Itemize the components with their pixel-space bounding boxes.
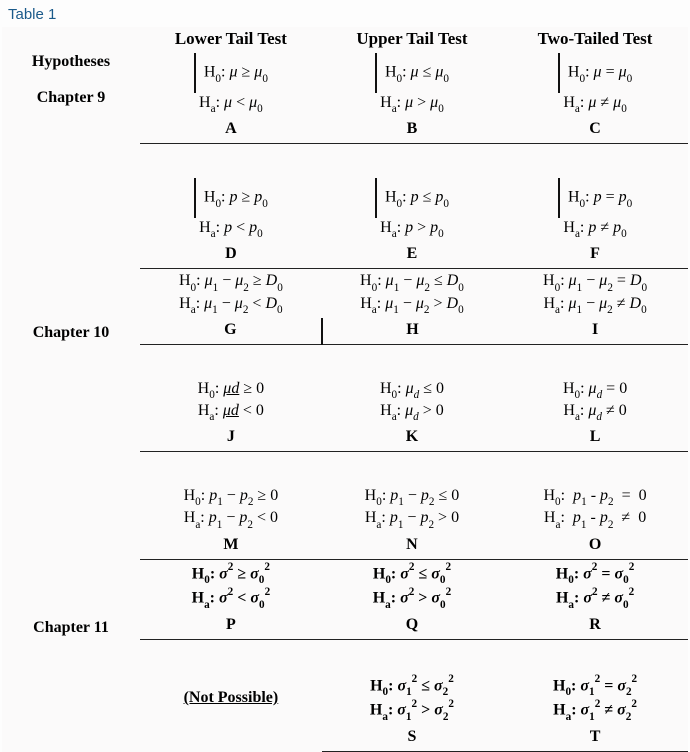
cell-mu-upper: H0: μ ≤ μ0 Ha: μ > μ0 bbox=[322, 51, 502, 117]
letter-C: C bbox=[502, 117, 688, 144]
group-mu-hypo: Hypotheses Chapter 9 H0: μ ≥ μ0 Ha: μ < … bbox=[2, 51, 688, 117]
cell-sigma2-upper: H0: σ2 ≤ σ02 Ha: σ2 > σ02 bbox=[322, 559, 502, 613]
cell-mudiff-upper: H0: μ1 − μ2 ≤ D0 Ha: μ1 − μ2 > D0 bbox=[322, 269, 502, 318]
label-empty bbox=[2, 377, 140, 452]
gap bbox=[2, 344, 688, 377]
cell-mu-lower: H0: μ ≥ μ0 Ha: μ < μ0 bbox=[140, 51, 322, 117]
cell-mud-upper: H0: μd ≤ 0 Ha: μd > 0 bbox=[322, 377, 502, 425]
group-pdiff-hypo: H0: p1 − p2 ≥ 0 Ha: p1 − p2 < 0 H0: p1 −… bbox=[2, 484, 688, 532]
not-possible-text: (Not Possible) bbox=[184, 689, 279, 706]
vbar-icon bbox=[375, 53, 377, 93]
vbar-icon bbox=[194, 53, 196, 93]
cell-sigmaR-lower: (Not Possible) bbox=[140, 672, 322, 725]
cell-pdiff-upper: H0: p1 − p2 ≤ 0 Ha: p1 − p2 > 0 bbox=[322, 484, 502, 532]
label-hypotheses-ch9: Hypotheses Chapter 9 bbox=[2, 51, 140, 144]
letter-D: D bbox=[140, 242, 322, 269]
cell-mud-two: H0: μd = 0 Ha: μd ≠ 0 bbox=[502, 377, 688, 425]
cell-p-lower: H0: p ≥ p0 Ha: p < p0 bbox=[140, 176, 322, 242]
col-two-head: Two-Tailed Test bbox=[502, 27, 688, 51]
cell-pdiff-two: H0: p1 - p2 = 0 Ha: p1 - p2 ≠ 0 bbox=[502, 484, 688, 532]
letter-Q: Q bbox=[322, 613, 502, 640]
vbar-icon bbox=[558, 178, 560, 218]
label-ch11: Chapter 11 bbox=[2, 559, 140, 639]
letter-G: G bbox=[140, 318, 322, 345]
header-spacer bbox=[2, 27, 140, 51]
letter-E: E bbox=[322, 242, 502, 269]
letter-K: K bbox=[322, 425, 502, 452]
table-caption: Table 1 bbox=[0, 0, 690, 27]
cell-sigma2-two: H0: σ2 = σ02 Ha: σ2 ≠ σ02 bbox=[502, 559, 688, 613]
cell-sigma2-lower: H0: σ2 ≥ σ02 Ha: σ2 < σ02 bbox=[140, 559, 322, 613]
header-row: Lower Tail Test Upper Tail Test Two-Tail… bbox=[2, 27, 688, 51]
gap bbox=[2, 639, 688, 672]
group-p-hypo: H0: p ≥ p0 Ha: p < p0 H0: p ≤ p0 Ha: p >… bbox=[2, 176, 688, 242]
letter-J: J bbox=[140, 425, 322, 452]
label-ch9: Chapter 9 bbox=[37, 89, 106, 106]
vbar-icon bbox=[375, 178, 377, 218]
letter-L: L bbox=[502, 425, 688, 452]
group-sigma2-hypo: Chapter 11 H0: σ2 ≥ σ02 Ha: σ2 < σ02 H0:… bbox=[2, 559, 688, 613]
label-hypotheses: Hypotheses bbox=[32, 53, 110, 70]
cell-mu-two: H0: μ = μ0 Ha: μ ≠ μ0 bbox=[502, 51, 688, 117]
label-empty bbox=[2, 672, 140, 752]
letter-H: H bbox=[322, 318, 502, 345]
letter-O: O bbox=[502, 533, 688, 560]
label-ch11-text: Chapter 11 bbox=[33, 619, 109, 636]
col-lower-head: Lower Tail Test bbox=[140, 27, 322, 51]
letter-blank bbox=[140, 725, 322, 752]
letter-R: R bbox=[502, 613, 688, 640]
letter-M: M bbox=[140, 533, 322, 560]
letter-B: B bbox=[322, 117, 502, 144]
letter-P: P bbox=[140, 613, 322, 640]
cell-p-two: H0: p = p0 Ha: p ≠ p0 bbox=[502, 176, 688, 242]
letter-T: T bbox=[502, 725, 688, 752]
cell-mudiff-lower: H0: μ1 − μ2 ≥ D0 Ha: μ1 − μ2 < D0 bbox=[140, 269, 322, 318]
group-mud-hypo: H0: μd ≥ 0 Ha: μd < 0 H0: μd ≤ 0 Ha: μd … bbox=[2, 377, 688, 425]
cell-sigmaR-upper: H0: σ12 ≤ σ22 Ha: σ12 > σ22 bbox=[322, 672, 502, 725]
cell-mud-lower: H0: μd ≥ 0 Ha: μd < 0 bbox=[140, 377, 322, 425]
vbar-icon bbox=[558, 53, 560, 93]
letter-I: I bbox=[502, 318, 688, 345]
letter-N: N bbox=[322, 533, 502, 560]
cell-p-upper: H0: p ≤ p0 Ha: p > p0 bbox=[322, 176, 502, 242]
cell-pdiff-lower: H0: p1 − p2 ≥ 0 Ha: p1 − p2 < 0 bbox=[140, 484, 322, 532]
label-ch10-text: Chapter 10 bbox=[33, 324, 110, 341]
label-ch10: Chapter 10 bbox=[2, 269, 140, 344]
vbar-icon bbox=[194, 178, 196, 218]
gap bbox=[2, 452, 688, 485]
hypothesis-table: Lower Tail Test Upper Tail Test Two-Tail… bbox=[2, 27, 688, 752]
gap bbox=[2, 144, 688, 177]
cell-mudiff-two: H0: μ1 − μ2 = D0 Ha: μ1 − μ2 ≠ D0 bbox=[502, 269, 688, 318]
cell-sigmaR-two: H0: σ12 = σ22 Ha: σ12 ≠ σ22 bbox=[502, 672, 688, 725]
col-upper-head: Upper Tail Test bbox=[322, 27, 502, 51]
label-empty bbox=[2, 176, 140, 269]
group-sigmaR-hypo: (Not Possible) H0: σ12 ≤ σ22 Ha: σ12 > σ… bbox=[2, 672, 688, 725]
letter-S: S bbox=[322, 725, 502, 752]
label-empty bbox=[2, 484, 140, 559]
letter-F: F bbox=[502, 242, 688, 269]
group-mudiff-hypo: Chapter 10 H0: μ1 − μ2 ≥ D0 Ha: μ1 − μ2 … bbox=[2, 269, 688, 318]
letter-A: A bbox=[140, 117, 322, 144]
